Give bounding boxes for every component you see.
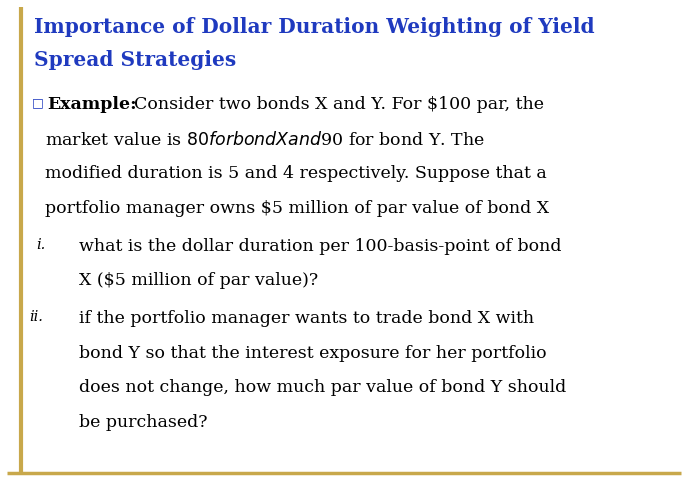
Text: what is the dollar duration per 100-basis-point of bond: what is the dollar duration per 100-basi… — [79, 238, 561, 255]
Text: Consider two bonds X and Y. For $100 par, the: Consider two bonds X and Y. For $100 par… — [134, 96, 544, 113]
Text: i.: i. — [36, 238, 45, 252]
Text: bond Y so that the interest exposure for her portfolio: bond Y so that the interest exposure for… — [79, 345, 547, 362]
Text: ii.: ii. — [30, 310, 43, 324]
Text: X ($5 million of par value)?: X ($5 million of par value)? — [79, 272, 319, 289]
Text: Spread Strategies: Spread Strategies — [34, 50, 237, 71]
Text: Importance of Dollar Duration Weighting of Yield: Importance of Dollar Duration Weighting … — [34, 17, 595, 37]
Text: portfolio manager owns $5 million of par value of bond X: portfolio manager owns $5 million of par… — [45, 200, 549, 216]
Text: Example:: Example: — [47, 96, 136, 113]
Text: □: □ — [32, 96, 44, 109]
Text: if the portfolio manager wants to trade bond X with: if the portfolio manager wants to trade … — [79, 310, 535, 327]
Text: be purchased?: be purchased? — [79, 414, 208, 431]
Text: does not change, how much par value of bond Y should: does not change, how much par value of b… — [79, 379, 566, 396]
Text: modified duration is 5 and 4 respectively. Suppose that a: modified duration is 5 and 4 respectivel… — [45, 165, 546, 182]
Text: market value is $80 for bond X and $90 for bond Y. The: market value is $80 for bond X and $90 f… — [45, 131, 484, 148]
